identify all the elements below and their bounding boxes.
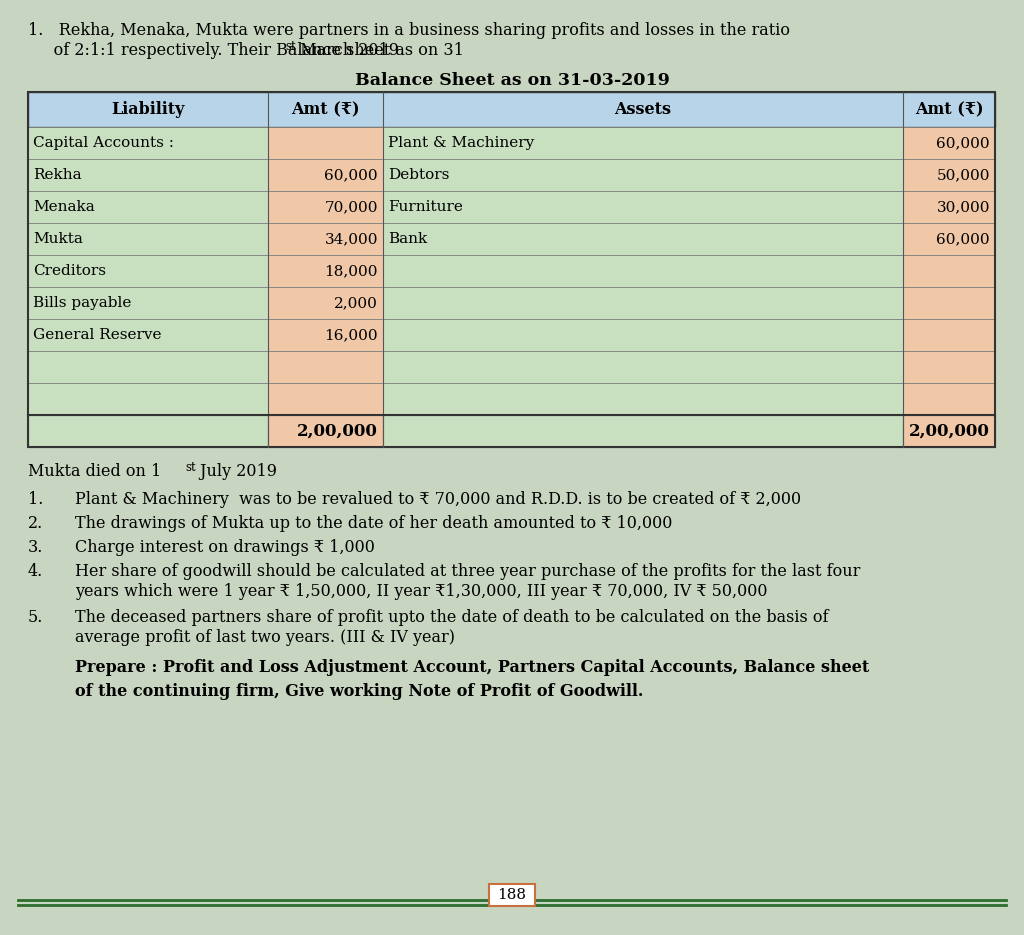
- FancyBboxPatch shape: [28, 319, 268, 351]
- Text: Mukta: Mukta: [33, 232, 83, 246]
- FancyBboxPatch shape: [489, 884, 535, 906]
- Text: 2,00,000: 2,00,000: [297, 423, 378, 439]
- Text: 2,00,000: 2,00,000: [909, 423, 990, 439]
- FancyBboxPatch shape: [903, 351, 995, 383]
- Text: 2,000: 2,000: [334, 296, 378, 310]
- FancyBboxPatch shape: [383, 415, 903, 447]
- FancyBboxPatch shape: [383, 223, 903, 255]
- Text: 3.: 3.: [28, 539, 43, 556]
- Text: Debtors: Debtors: [388, 168, 450, 182]
- FancyBboxPatch shape: [28, 415, 268, 447]
- FancyBboxPatch shape: [383, 351, 903, 383]
- Text: Plant & Machinery  was to be revalued to ₹ 70,000 and R.D.D. is to be created of: Plant & Machinery was to be revalued to …: [75, 491, 801, 508]
- Text: 188: 188: [498, 888, 526, 902]
- FancyBboxPatch shape: [903, 159, 995, 191]
- FancyBboxPatch shape: [28, 127, 268, 159]
- Text: 50,000: 50,000: [937, 168, 990, 182]
- Text: 30,000: 30,000: [937, 200, 990, 214]
- Text: Creditors: Creditors: [33, 264, 106, 278]
- FancyBboxPatch shape: [903, 191, 995, 223]
- Text: Menaka: Menaka: [33, 200, 95, 214]
- FancyBboxPatch shape: [28, 255, 268, 287]
- Text: The drawings of Mukta up to the date of her death amounted to ₹ 10,000: The drawings of Mukta up to the date of …: [75, 515, 673, 532]
- Text: 18,000: 18,000: [325, 264, 378, 278]
- FancyBboxPatch shape: [903, 383, 995, 415]
- FancyBboxPatch shape: [28, 351, 268, 383]
- FancyBboxPatch shape: [903, 287, 995, 319]
- Text: General Reserve: General Reserve: [33, 328, 162, 342]
- FancyBboxPatch shape: [28, 383, 268, 415]
- Text: 2.: 2.: [28, 515, 43, 532]
- FancyBboxPatch shape: [383, 383, 903, 415]
- Text: 16,000: 16,000: [325, 328, 378, 342]
- Text: Bills payable: Bills payable: [33, 296, 131, 310]
- Text: Balance Sheet as on 31-03-2019: Balance Sheet as on 31-03-2019: [354, 72, 670, 89]
- Text: st: st: [285, 40, 296, 53]
- FancyBboxPatch shape: [28, 191, 268, 223]
- Text: Rekha: Rekha: [33, 168, 82, 182]
- Text: 1.   Rekha, Menaka, Mukta were partners in a business sharing profits and losses: 1. Rekha, Menaka, Mukta were partners in…: [28, 22, 790, 39]
- Text: Amt (₹): Amt (₹): [291, 101, 359, 118]
- Text: Liability: Liability: [112, 101, 184, 118]
- Text: of the continuing firm, Give working Note of Profit of Goodwill.: of the continuing firm, Give working Not…: [75, 683, 643, 700]
- FancyBboxPatch shape: [383, 127, 903, 159]
- FancyBboxPatch shape: [268, 159, 383, 191]
- FancyBboxPatch shape: [28, 223, 268, 255]
- FancyBboxPatch shape: [383, 255, 903, 287]
- Text: 60,000: 60,000: [936, 136, 990, 150]
- Text: 1.: 1.: [28, 491, 43, 508]
- Text: Her share of goodwill should be calculated at three year purchase of the profits: Her share of goodwill should be calculat…: [75, 563, 860, 599]
- Text: 34,000: 34,000: [325, 232, 378, 246]
- FancyBboxPatch shape: [903, 415, 995, 447]
- FancyBboxPatch shape: [268, 127, 383, 159]
- Text: Prepare : Profit and Loss Adjustment Account, Partners Capital Accounts, Balance: Prepare : Profit and Loss Adjustment Acc…: [75, 659, 869, 676]
- Text: 60,000: 60,000: [325, 168, 378, 182]
- FancyBboxPatch shape: [383, 287, 903, 319]
- Text: July 2019: July 2019: [195, 463, 278, 480]
- FancyBboxPatch shape: [383, 159, 903, 191]
- Text: st: st: [185, 461, 196, 474]
- FancyBboxPatch shape: [903, 127, 995, 159]
- Text: 4.: 4.: [28, 563, 43, 580]
- Text: 60,000: 60,000: [936, 232, 990, 246]
- FancyBboxPatch shape: [903, 223, 995, 255]
- Text: Bank: Bank: [388, 232, 427, 246]
- FancyBboxPatch shape: [268, 255, 383, 287]
- Text: of 2:1:1 respectively. Their Balance sheet as on 31: of 2:1:1 respectively. Their Balance she…: [28, 42, 464, 59]
- Text: Charge interest on drawings ₹ 1,000: Charge interest on drawings ₹ 1,000: [75, 539, 375, 556]
- FancyBboxPatch shape: [268, 191, 383, 223]
- FancyBboxPatch shape: [28, 159, 268, 191]
- Text: Furniture: Furniture: [388, 200, 463, 214]
- FancyBboxPatch shape: [268, 415, 383, 447]
- Text: Capital Accounts :: Capital Accounts :: [33, 136, 174, 150]
- Text: Assets: Assets: [614, 101, 672, 118]
- FancyBboxPatch shape: [268, 319, 383, 351]
- Text: Mukta died on 1: Mukta died on 1: [28, 463, 161, 480]
- Text: 70,000: 70,000: [325, 200, 378, 214]
- FancyBboxPatch shape: [268, 287, 383, 319]
- FancyBboxPatch shape: [28, 287, 268, 319]
- FancyBboxPatch shape: [268, 351, 383, 383]
- FancyBboxPatch shape: [268, 223, 383, 255]
- Text: Plant & Machinery: Plant & Machinery: [388, 136, 535, 150]
- FancyBboxPatch shape: [28, 92, 995, 127]
- Text: March 2019: March 2019: [295, 42, 399, 59]
- FancyBboxPatch shape: [383, 319, 903, 351]
- Text: 5.: 5.: [28, 609, 43, 626]
- FancyBboxPatch shape: [903, 319, 995, 351]
- FancyBboxPatch shape: [268, 383, 383, 415]
- FancyBboxPatch shape: [383, 191, 903, 223]
- Text: The deceased partners share of profit upto the date of death to be calculated on: The deceased partners share of profit up…: [75, 609, 828, 645]
- Text: Amt (₹): Amt (₹): [914, 101, 983, 118]
- FancyBboxPatch shape: [903, 255, 995, 287]
